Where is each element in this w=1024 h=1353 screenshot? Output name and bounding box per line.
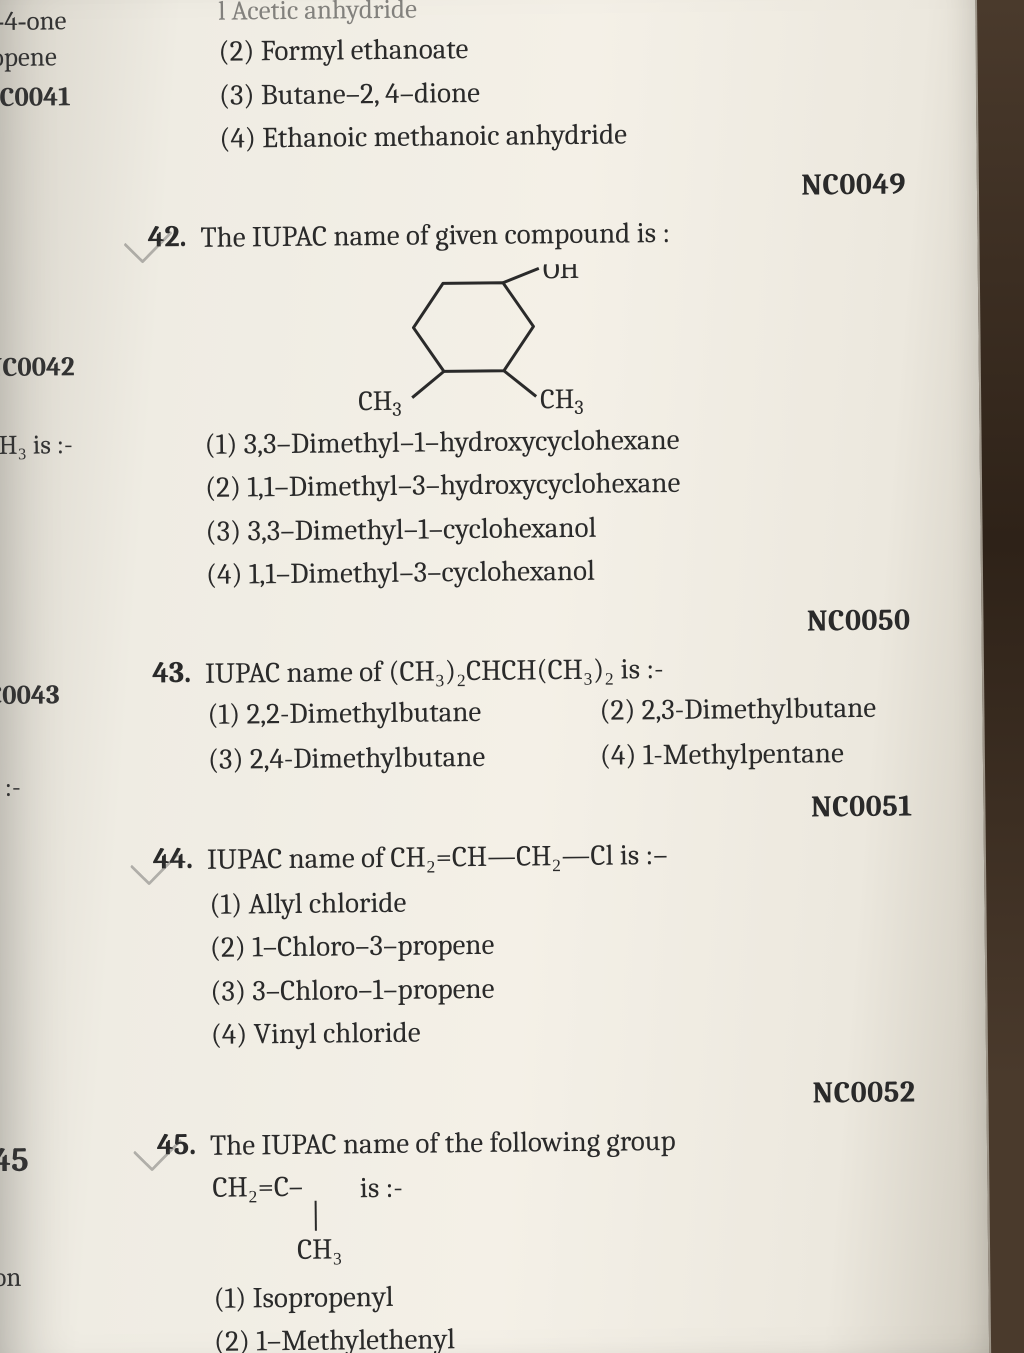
q45-structure-row: CH₂=C– CH₃ is :- bbox=[212, 1164, 977, 1268]
q42-options: (1) 3,3–Dimethyl–1–hydroxycyclohexane (2… bbox=[204, 416, 970, 598]
q41-opt-4: (4) Ethanoic methanoic anhydride bbox=[219, 110, 965, 161]
code-nc0049: NC0049 bbox=[132, 165, 966, 209]
code-nc0051: NC0051 bbox=[138, 788, 972, 832]
ch3-left-label: CH3 bbox=[358, 384, 402, 415]
q43-opt-2: (2) 2,3-Dimethylbutane bbox=[599, 686, 971, 735]
content-area: n‑4‑one ropene NC0041 NC0042 CH₃ is :- C0043 s… bbox=[0, 0, 978, 1353]
q41-options-tail: (2) Formyl ethanoate (3) Butane–2, 4–dio… bbox=[218, 23, 965, 161]
page: n‑4‑one ropene NC0041 NC0042 CH₃ is :- C0043 s… bbox=[0, 0, 1024, 1353]
q41-opt-3: (3) Butane–2, 4–dione bbox=[219, 66, 965, 117]
q45-struct-line2: CH₃ bbox=[297, 1233, 343, 1266]
code-nc0052: NC0052 bbox=[141, 1074, 975, 1118]
q44-options: (1) Allyl chloride (2) 1–Chloro–3–propen… bbox=[209, 876, 975, 1058]
q45-opt-2: (2) 1–Methylethenyl bbox=[214, 1313, 978, 1353]
code-nc0050: NC0050 bbox=[136, 602, 970, 646]
left-fragment: NC0041 bbox=[0, 81, 71, 113]
bond-line-icon bbox=[315, 1201, 317, 1231]
question-44: 44. IUPAC name of CH₂=CH—CH₂—Cl is :– (1… bbox=[139, 833, 975, 1059]
left-fragment: 45 bbox=[0, 1140, 29, 1180]
left-fragment: n‑4‑one bbox=[0, 5, 67, 37]
q43-stem: IUPAC name of (CH₃)₂CHCH(CH₃)₂ is :- bbox=[205, 650, 664, 694]
q44-stem: IUPAC name of CH₂=CH—CH₂—Cl is :– bbox=[207, 836, 668, 880]
left-fragment: NC0042 bbox=[0, 351, 75, 383]
q44-opt-4: (4) Vinyl chloride bbox=[211, 1006, 975, 1057]
q43-opt-4: (4) 1-Methylpentane bbox=[600, 731, 972, 780]
q42-structure: OH CH3 CH3 bbox=[353, 260, 969, 416]
ch3-right-label: CH3 bbox=[540, 383, 584, 416]
left-fragment: ropene bbox=[0, 41, 57, 73]
q45-options: (1) Isopropenyl (2) 1–Methylethenyl bbox=[213, 1270, 978, 1353]
q43-opt-3: (3) 2,4-Dimethylbutane bbox=[208, 735, 580, 784]
oh-label: OH bbox=[543, 263, 580, 285]
question-42: 42. The IUPAC name of given compound is … bbox=[132, 210, 970, 598]
q42-stem: The IUPAC name of given compound is : bbox=[200, 213, 670, 257]
q43-opt-1: (1) 2,2-Dimethylbutane bbox=[207, 690, 579, 739]
q43-options: (1) 2,2-Dimethylbutane (2) 2,3-Dimethylb… bbox=[207, 686, 972, 784]
q45-number: 45. bbox=[142, 1127, 196, 1163]
q42-number: 42. bbox=[132, 219, 186, 255]
left-fragment: CH₃ is :- bbox=[0, 429, 73, 461]
cyclohexanol-diagram: OH CH3 CH3 bbox=[353, 263, 615, 416]
question-43: 43. IUPAC name of (CH₃)₂CHCH(CH₃)₂ is :-… bbox=[137, 647, 972, 785]
question-45: 45. The IUPAC name of the following grou… bbox=[142, 1119, 978, 1353]
left-fragment: s :- bbox=[0, 772, 21, 803]
left-fragment: C0043 bbox=[0, 679, 60, 711]
q45-structure: CH₂=C– CH₃ bbox=[212, 1170, 342, 1267]
q43-number: 43. bbox=[137, 655, 191, 691]
q45-is-label: is :- bbox=[360, 1170, 403, 1205]
q41-anhydride-fragment: l Acetic anhydride bbox=[218, 0, 964, 27]
left-fragment: on bbox=[0, 1262, 22, 1293]
q42-opt-4: (4) 1,1–Dimethyl–3–cyclohexanol bbox=[206, 546, 970, 597]
q41-partial-top: l Acetic anhydride bbox=[218, 0, 964, 27]
q41-opt-2: (2) Formyl ethanoate bbox=[218, 23, 964, 74]
main-column: l Acetic anhydride (2) Formyl ethanoate … bbox=[130, 0, 978, 1353]
q44-number: 44. bbox=[139, 841, 193, 877]
q45-stem: The IUPAC name of the following group bbox=[210, 1122, 676, 1166]
q45-struct-line1: CH₂=C– bbox=[212, 1171, 303, 1205]
